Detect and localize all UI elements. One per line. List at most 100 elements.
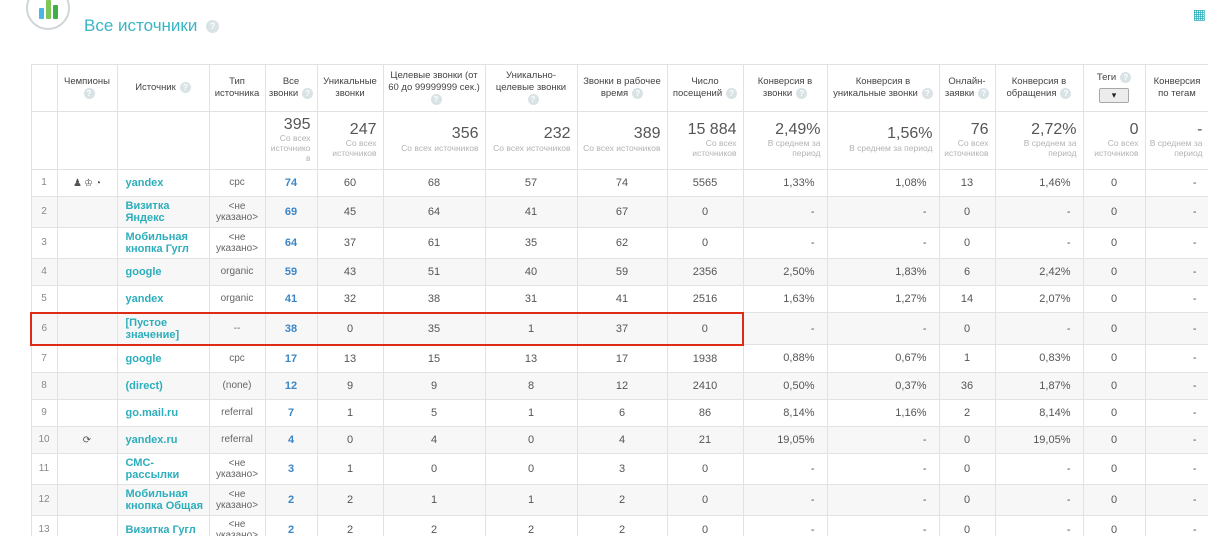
cell-conv_unique_calls: - [826,226,940,259]
tags-filter-button[interactable]: ▾ [1099,88,1129,104]
cell-source_type: <не указано> [208,514,266,536]
table-row: 5 yandex organic 41 32 38 31 41 2516 1,63% 1,27% 14… [30,284,1208,314]
summary-value: 2,72% [1031,120,1077,138]
cell-n: 11 [30,452,58,485]
table-row: 4 google organic 59 43 51 40 59 2356 2,50% 1,83% 6 2… [30,257,1208,286]
settings-grid-icon[interactable]: ▦ [1192,6,1206,22]
clock-icon[interactable]: ◔ [94,177,101,189]
cell-source: yandex.ru [116,425,210,454]
all-calls-link[interactable]: 64 [284,236,298,249]
summary-caption: Со всех источников [270,133,311,163]
cell-conv_tags: - [1144,371,1208,400]
bell-icon[interactable]: ♟ [73,177,82,189]
source-link[interactable]: yandex [125,292,164,305]
summary-caption: Со всех источников [944,138,989,158]
source-link[interactable]: [Пустое значение] [125,316,180,341]
source-link[interactable]: Визитка Яндекс [125,199,170,224]
help-icon[interactable]: ? [179,81,191,93]
cell-source: Мобильная кнопка Гугл [116,226,210,259]
summary-target_calls: 356 Со всех источников [382,110,486,170]
help-icon[interactable]: ? [978,87,990,99]
cell-conv_unique_calls: - [826,483,940,516]
crown-icon[interactable]: ♔ [83,177,93,189]
cell-target_calls: 0 [382,452,486,485]
cell-unique_target_calls: 1 [484,483,578,516]
cell-target_calls: 5 [382,398,486,427]
source-link[interactable]: Мобильная кнопка Гугл [125,230,189,255]
all-calls-link[interactable]: 74 [284,176,298,189]
all-calls-link[interactable]: 41 [284,292,298,305]
cell-unique_target_calls: 1 [484,311,578,346]
cell-conv_tags: - [1144,312,1208,346]
cell-source: (direct) [116,371,210,400]
help-icon[interactable]: ? [83,87,95,99]
cell-online_requests: 0 [938,483,996,516]
summary-value: 2,49% [775,120,821,138]
source-link[interactable]: yandex [125,176,164,189]
cell-conv_calls: 0,88% [742,344,828,373]
refresh-icon[interactable]: ⟳ [82,434,92,446]
all-calls-link[interactable]: 12 [284,379,298,392]
cell-champions [56,311,118,346]
cell-all_calls: 7 [264,398,318,427]
help-icon[interactable]: ? [1060,87,1072,99]
col-header-conv_requests: Конверсия в обращения? [994,64,1084,112]
source-link[interactable]: go.mail.ru [125,406,179,419]
cell-n: 12 [30,483,58,516]
source-link[interactable]: СМС-рассылки [125,456,180,481]
source-link[interactable]: yandex.ru [125,433,178,446]
cell-work_time_calls: 59 [576,257,668,286]
cell-conv_tags: - [1144,452,1208,485]
source-link[interactable]: Визитка Гугл [125,523,196,536]
cell-target_calls: 64 [382,195,486,228]
help-icon[interactable]: ? [796,87,808,99]
col-header-online_requests: Онлайн-заявки? [938,64,996,112]
summary-value: 395 [283,115,311,133]
cell-all_calls: 17 [264,344,318,373]
table-row: 7 google cpc 17 13 15 13 17 1938 0,88% 0,67% 1 0,83%… [30,344,1208,373]
all-calls-link[interactable]: 4 [287,433,295,446]
help-icon[interactable]: ? [921,87,933,99]
help-icon[interactable]: ? [206,20,220,34]
cell-unique_target_calls: 2 [484,514,578,536]
summary-caption: Со всех источников [493,143,571,153]
col-header-label: Конверсия в уникальные звонки [833,75,918,99]
cell-online_requests: 0 [938,226,996,259]
summary-value: 232 [543,125,571,143]
source-link[interactable]: google [125,352,162,365]
all-calls-link[interactable]: 59 [284,265,298,278]
cell-conv_requests: - [994,312,1084,346]
all-calls-link[interactable]: 7 [287,406,295,419]
source-link[interactable]: (direct) [125,379,163,392]
cell-work_time_calls: 74 [576,168,668,197]
all-calls-link[interactable]: 3 [287,462,295,475]
all-calls-link[interactable]: 2 [287,523,295,536]
cell-online_requests: 6 [938,257,996,286]
summary-work_time_calls: 389 Со всех источников [576,110,668,170]
help-icon[interactable]: ? [302,87,314,99]
cell-conv_calls: - [742,452,828,485]
help-icon[interactable]: ? [1120,72,1132,84]
help-icon[interactable]: ? [632,87,644,99]
source-link[interactable]: Мобильная кнопка Общая [125,487,204,512]
cell-source_type: referral [208,425,266,454]
cell-visits: 0 [666,483,744,516]
all-calls-link[interactable]: 17 [284,352,298,365]
cell-source: [Пустое значение] [116,311,210,346]
table-row: 12 Мобильная кнопка Общая <не указано> 2 2 1 1… [30,483,1208,516]
help-icon[interactable]: ? [527,93,539,105]
all-calls-link[interactable]: 38 [284,322,298,335]
help-icon[interactable]: ? [430,93,442,105]
col-header-label: Уникально-целевые звонки [495,70,567,93]
table-row: 11 СМС-рассылки <не указано> 3 1 0 0 3 0- -0-0- [30,452,1208,485]
cell-source_type: referral [208,398,266,427]
col-header-unique_calls: Уникальные звонки [316,64,384,112]
all-calls-link[interactable]: 69 [284,205,298,218]
cell-tags: 0 [1082,257,1146,286]
cell-unique_calls: 0 [316,311,384,346]
all-calls-link[interactable]: 2 [287,493,295,506]
help-icon[interactable]: ? [726,87,738,99]
cell-conv_tags: - [1144,344,1208,373]
source-link[interactable]: google [125,265,162,278]
cell-conv_requests: - [994,452,1084,485]
